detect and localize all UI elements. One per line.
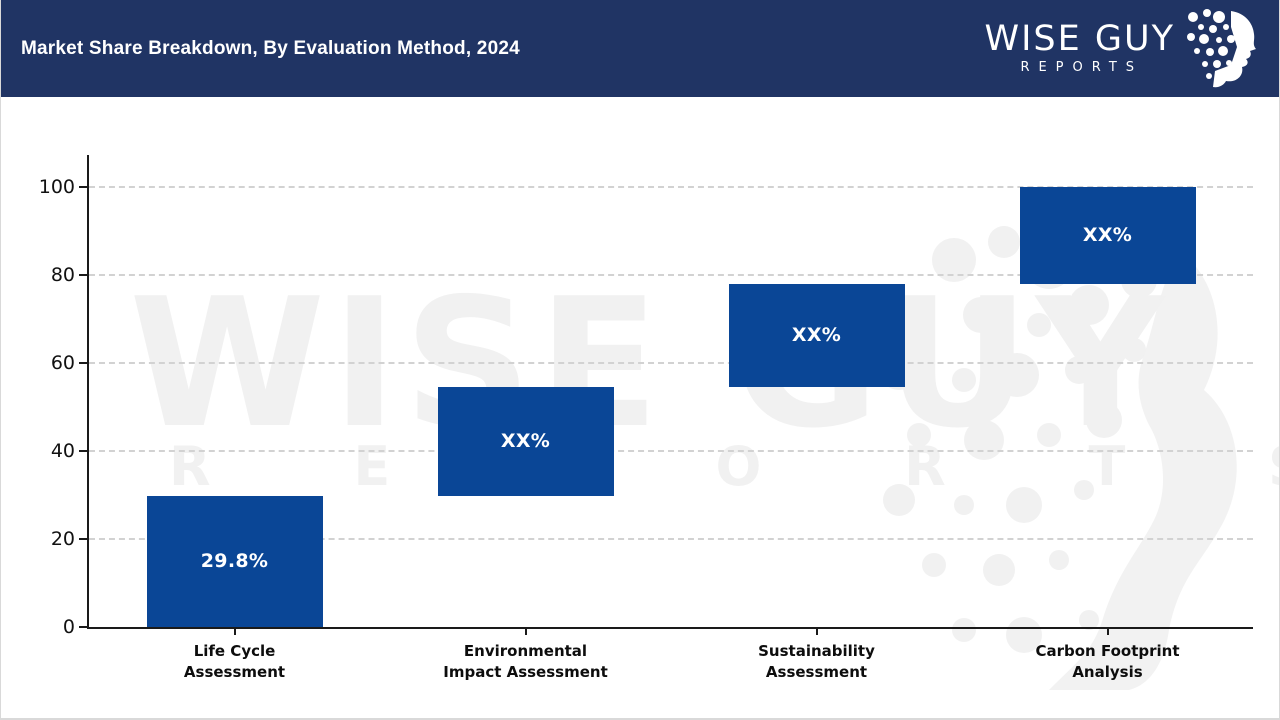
bar-segment-0: 29.8%: [146, 495, 323, 627]
y-tick-label: 0: [62, 616, 75, 638]
x-category-label-1: Environmental Impact Assessment: [443, 641, 608, 683]
bar-segment-1: XX%: [437, 386, 614, 496]
x-category-label-line: Assessment: [183, 663, 286, 681]
y-tick-label: 60: [50, 352, 75, 374]
y-tick-mark: [79, 362, 87, 364]
bar-segment-2: XX%: [728, 283, 905, 387]
gridline-y-100: [89, 186, 1253, 188]
wise-guy-logo: WISE GUY REPORTS: [984, 7, 1279, 91]
x-category-label-line: Environmental: [463, 642, 588, 660]
y-tick-label: 40: [50, 440, 75, 462]
y-tick-mark: [79, 186, 87, 188]
x-category-label-line: Carbon Footprint: [1035, 642, 1180, 660]
page-title: Market Share Breakdown, By Evaluation Me…: [21, 37, 520, 59]
logo-head-icon: [1187, 8, 1256, 87]
x-category-label-line: Impact Assessment: [443, 663, 608, 681]
x-axis-line: [87, 627, 1253, 629]
x-tick-mark: [233, 627, 236, 635]
x-tick-mark: [815, 627, 818, 635]
x-category-label-line: Sustainability: [758, 642, 875, 660]
bar-segment-3: XX%: [1019, 187, 1196, 284]
x-category-label-2: Sustainability Assessment: [758, 641, 875, 683]
bar-value-label: XX%: [500, 430, 551, 453]
x-tick-mark: [1106, 627, 1109, 635]
logo-text: WISE GUY REPORTS: [984, 19, 1175, 76]
gridline-y-20: [89, 538, 1253, 540]
y-tick-mark: [79, 450, 87, 452]
x-category-label-line: Analysis: [1072, 663, 1143, 681]
bottom-border: [1, 718, 1279, 720]
y-tick-mark: [79, 274, 87, 276]
gridline-y-40: [89, 450, 1253, 452]
x-category-label-3: Carbon Footprint Analysis: [1035, 641, 1179, 683]
x-category-label-0: Life Cycle Assessment: [184, 641, 285, 683]
y-tick-mark: [79, 626, 87, 628]
watermark-subtext: R E P O R T S: [169, 435, 1280, 498]
bar-value-label: 29.8%: [200, 550, 269, 573]
logo-wordmark: WISE GUY: [984, 19, 1175, 59]
bar-value-label: XX%: [791, 324, 842, 347]
gridline-y-80: [89, 274, 1253, 276]
x-tick-mark: [524, 627, 527, 635]
y-tick-label: 20: [50, 528, 75, 550]
gridline-y-60: [89, 362, 1253, 364]
logo-subtext: REPORTS: [1020, 60, 1144, 75]
y-tick-mark: [79, 538, 87, 540]
header: Market Share Breakdown, By Evaluation Me…: [1, 0, 1279, 97]
y-tick-label: 100: [38, 176, 75, 198]
x-category-label-line: Life Cycle: [193, 642, 276, 660]
bar-value-label: XX%: [1082, 224, 1133, 247]
y-axis-line: [87, 155, 89, 629]
y-tick-label: 80: [50, 264, 75, 286]
x-category-label-line: Assessment: [765, 663, 868, 681]
plot-area: WISE GUY R E P O R T S: [39, 155, 1279, 690]
